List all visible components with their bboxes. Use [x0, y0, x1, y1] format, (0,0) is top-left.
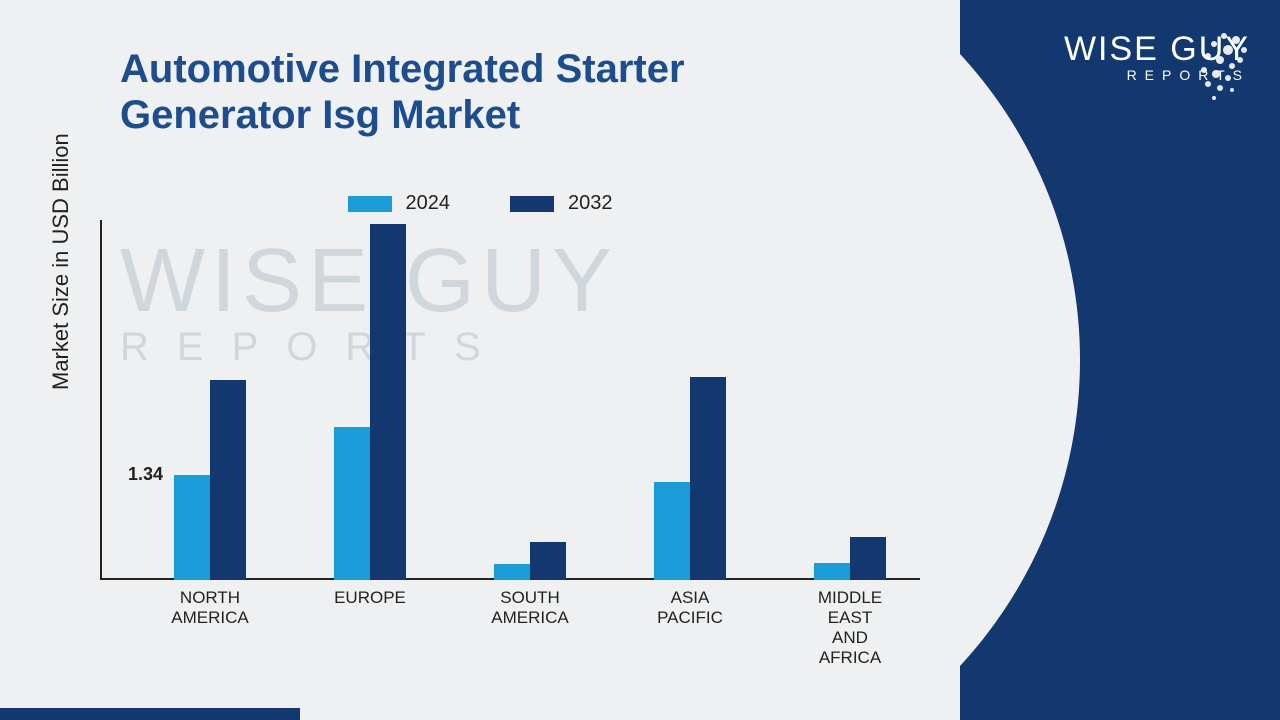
page-root: WISE GUY REPORTS Automotive Integrated S…: [0, 0, 1280, 720]
bar-pair: [494, 542, 566, 580]
y-axis-line: [100, 220, 102, 580]
category-label: SOUTHAMERICA: [460, 588, 600, 628]
brand-logo: WISE GUY REPORTS: [1064, 30, 1250, 83]
bar-pair: [814, 537, 886, 580]
legend: 2024 2032: [0, 192, 960, 215]
bar-2032: [210, 380, 246, 580]
bar-2032: [690, 377, 726, 580]
bottom-accent-bar: [0, 708, 300, 720]
legend-label-2032: 2032: [568, 192, 613, 215]
legend-swatch-2024: [348, 196, 392, 212]
legend-item-2024: 2024: [348, 192, 451, 215]
bar-pair: [654, 377, 726, 580]
category-label: EUROPE: [300, 588, 440, 608]
bar-2032: [370, 224, 406, 580]
legend-label-2024: 2024: [406, 192, 451, 215]
bar-2024: [494, 564, 530, 580]
right-panel: [960, 0, 1280, 720]
bar-pair: [334, 224, 406, 580]
y-axis-label: Market Size in USD Billion: [48, 133, 74, 390]
category-label: ASIAPACIFIC: [620, 588, 760, 628]
value-label: 1.34: [128, 464, 163, 485]
legend-swatch-2032: [510, 196, 554, 212]
bar-2032: [850, 537, 886, 580]
category-label: MIDDLEEASTANDAFRICA: [780, 588, 920, 668]
bar-2024: [174, 475, 210, 580]
bar-pair: [174, 380, 246, 580]
bar-2024: [814, 563, 850, 580]
brand-line2: REPORTS: [1064, 67, 1250, 83]
category-label: NORTHAMERICA: [140, 588, 280, 628]
legend-item-2032: 2032: [510, 192, 613, 215]
bar-2024: [334, 427, 370, 580]
brand-line1: WISE GUY: [1064, 30, 1250, 69]
chart-plot-area: NORTHAMERICAEUROPESOUTHAMERICAASIAPACIFI…: [100, 220, 920, 580]
bar-2024: [654, 482, 690, 580]
chart-title: Automotive Integrated Starter Generator …: [120, 46, 800, 138]
bar-2032: [530, 542, 566, 580]
